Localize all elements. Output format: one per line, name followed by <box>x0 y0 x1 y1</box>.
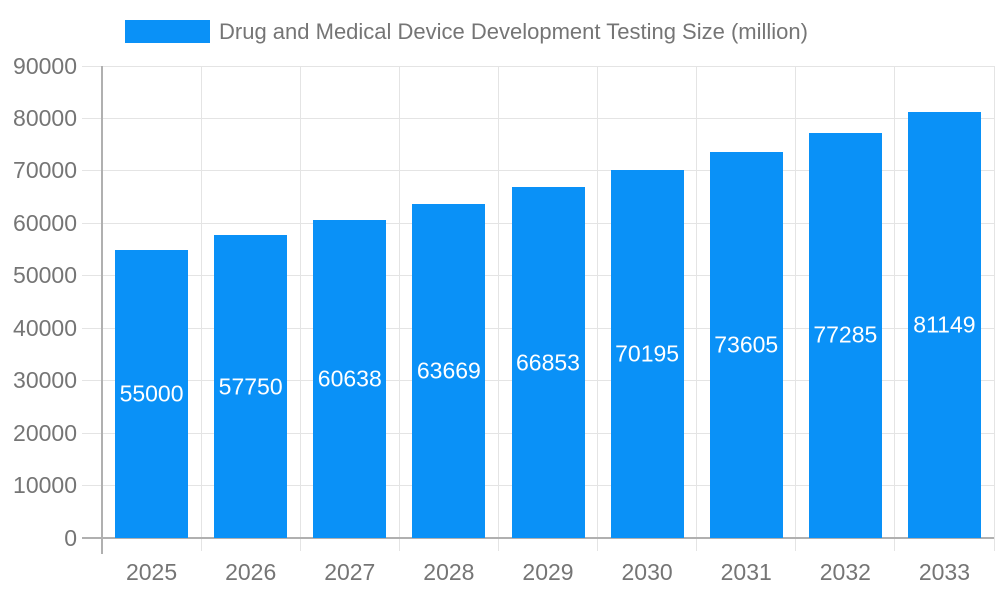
gridline-horizontal <box>82 117 994 119</box>
bar-value-label: 73605 <box>714 331 779 358</box>
bar-2030[interactable] <box>610 169 684 538</box>
gridline-vertical <box>398 66 400 551</box>
gridline-vertical <box>993 66 995 551</box>
y-tick-label: 80000 <box>13 104 77 131</box>
bar-value-label: 70195 <box>615 340 680 367</box>
x-tick-label: 2025 <box>125 559 178 585</box>
y-tick-label: 20000 <box>13 419 77 446</box>
y-tick-label: 60000 <box>13 209 77 236</box>
x-tick-label: 2029 <box>522 559 574 585</box>
gridline-horizontal <box>82 170 994 172</box>
bar-2031[interactable] <box>709 151 783 538</box>
gridline-vertical <box>597 66 599 551</box>
gridline-vertical <box>200 66 202 551</box>
bar-value-label: 57750 <box>218 373 283 400</box>
bar-2033[interactable] <box>907 112 981 538</box>
y-tick-label: 30000 <box>13 367 77 394</box>
x-tick-label: 2028 <box>423 559 475 585</box>
bar-2032[interactable] <box>808 132 882 538</box>
legend-swatch[interactable] <box>125 20 210 43</box>
y-tick-label: 10000 <box>13 472 77 499</box>
x-tick-label: 2032 <box>819 559 871 585</box>
gridline-vertical <box>894 66 896 551</box>
y-tick-label: 90000 <box>13 52 77 79</box>
bar-value-label: 60638 <box>317 365 382 392</box>
bar-2029[interactable] <box>511 187 585 538</box>
y-tick-label: 40000 <box>13 314 77 341</box>
x-tick-label: 2027 <box>324 559 376 585</box>
bar-2026[interactable] <box>214 235 288 538</box>
bar-2025[interactable] <box>115 249 189 538</box>
gridline-vertical <box>497 66 499 551</box>
gridline-vertical <box>299 66 301 551</box>
gridline-horizontal <box>82 65 994 67</box>
y-tick-label: 70000 <box>13 157 77 184</box>
y-tick-label: 50000 <box>13 262 77 289</box>
gridline-vertical <box>696 66 698 551</box>
chart-title: Drug and Medical Device Development Test… <box>219 19 808 44</box>
y-axis-line <box>100 66 103 554</box>
bar-value-label: 81149 <box>913 311 976 338</box>
legend: Drug and Medical Device Development Test… <box>125 18 808 45</box>
y-tick-label: 0 <box>64 524 77 551</box>
gridline-vertical <box>795 66 797 551</box>
x-tick-label: 2033 <box>918 559 971 585</box>
bar-value-label: 55000 <box>119 380 184 407</box>
x-tick-label: 2030 <box>621 559 673 585</box>
bar-2028[interactable] <box>412 204 486 538</box>
bar-value-label: 66853 <box>516 349 580 376</box>
x-axis-line <box>82 537 994 539</box>
x-tick-label: 2031 <box>720 559 772 585</box>
bar-2027[interactable] <box>313 219 387 538</box>
x-tick-label: 2026 <box>225 559 277 585</box>
bar-value-label: 63669 <box>416 357 481 384</box>
bar-value-label: 77285 <box>813 321 878 348</box>
